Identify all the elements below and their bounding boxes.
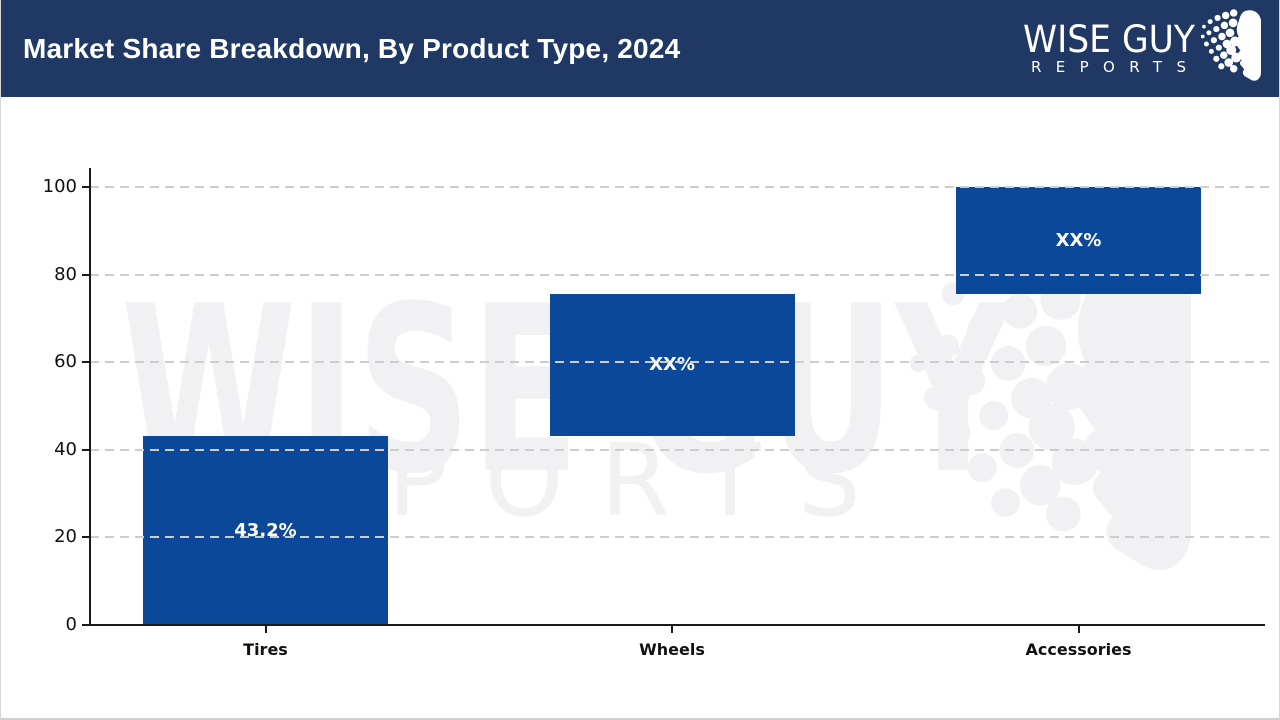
y-axis-spine bbox=[89, 168, 91, 626]
bar-wheels: XX% bbox=[549, 293, 795, 436]
x-category-label-accessories: Accessories bbox=[1025, 640, 1132, 659]
logo-face-icon bbox=[1200, 9, 1261, 81]
y-tick-0 bbox=[82, 624, 90, 626]
logo-wordmark: WISE GUY bbox=[1023, 18, 1195, 61]
gridline-y60 bbox=[90, 361, 1273, 364]
y-tick-label-40: 40 bbox=[54, 438, 77, 460]
x-category-label-wheels: Wheels bbox=[639, 640, 705, 659]
y-tick-100 bbox=[82, 186, 90, 188]
x-axis-spine bbox=[89, 624, 1265, 626]
bar-accessories: XX% bbox=[956, 187, 1201, 294]
bar-value-label: XX% bbox=[1055, 229, 1102, 251]
y-tick-label-60: 60 bbox=[54, 351, 77, 373]
wise-guy-logo: WISE GUY REPORTS bbox=[1023, 9, 1261, 81]
gridline-y80 bbox=[90, 273, 1273, 276]
gridline-y20 bbox=[90, 536, 1273, 539]
y-tick-20 bbox=[82, 536, 90, 539]
header-band: Market Share Breakdown, By Product Type,… bbox=[1, 0, 1279, 97]
y-tick-40 bbox=[82, 448, 90, 451]
gridline-y100 bbox=[90, 186, 1273, 188]
x-category-label-tires: Tires bbox=[243, 640, 288, 659]
y-tick-label-20: 20 bbox=[54, 526, 77, 548]
y-tick-80 bbox=[82, 273, 90, 276]
x-tick-accessories bbox=[1077, 625, 1080, 633]
y-tick-label-80: 80 bbox=[54, 263, 77, 285]
x-tick-tires bbox=[264, 625, 267, 633]
bar-value-label: 43.2% bbox=[234, 519, 297, 541]
page-title: Market Share Breakdown, By Product Type,… bbox=[23, 32, 681, 64]
x-tick-wheels bbox=[671, 625, 673, 633]
bar-value-label: XX% bbox=[649, 354, 695, 376]
y-tick-label-100: 100 bbox=[42, 176, 77, 197]
gridline-y40 bbox=[90, 448, 1273, 451]
bar-tires: 43.2% bbox=[143, 435, 388, 625]
y-tick-label-0: 0 bbox=[65, 614, 77, 635]
y-tick-60 bbox=[82, 361, 90, 364]
